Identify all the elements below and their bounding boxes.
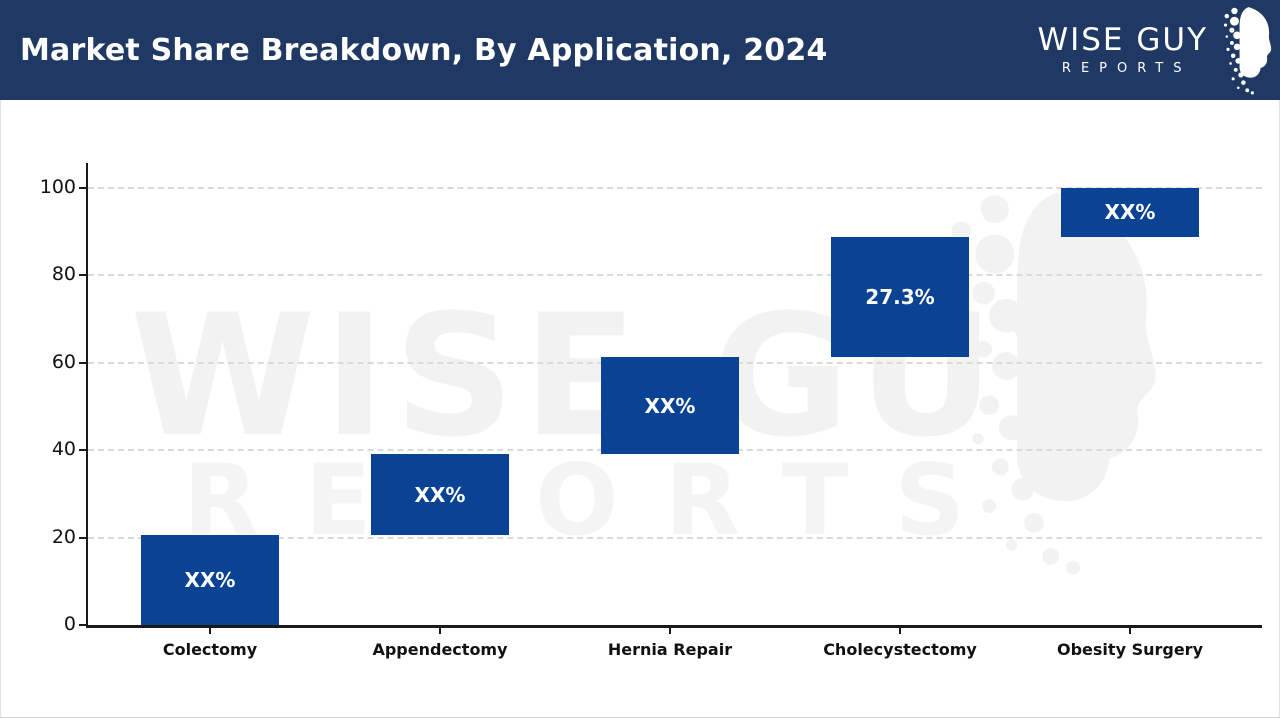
y-tick-100: [79, 186, 87, 189]
bar-value-label: XX%: [414, 482, 466, 507]
bar-appendectomy: XX%: [371, 454, 509, 536]
y-tick-40: [79, 449, 87, 451]
x-category-label-cholecystectomy: Cholecystectomy: [823, 640, 977, 659]
brand-dotted-head-icon: [1223, 7, 1272, 95]
y-tick-label-80: 80: [51, 263, 76, 285]
x-tick-obesity-surgery: [1129, 628, 1131, 634]
x-tick-appendectomy: [439, 628, 441, 634]
x-axis-line: [86, 625, 1262, 628]
bar-hernia-repair: XX%: [601, 356, 739, 455]
brand-logo-text: WISE GUY REPORTS: [1037, 21, 1208, 76]
gridline-100: [88, 186, 1262, 189]
x-tick-hernia-repair: [669, 628, 671, 634]
y-tick-label-100: 100: [39, 175, 76, 198]
watermark-text-secondary: REPORTS: [183, 444, 1012, 558]
bar-value-label: 27.3%: [865, 285, 935, 310]
bar-value-label: XX%: [1104, 200, 1156, 225]
y-tick-80: [79, 274, 87, 276]
x-category-label-colectomy: Colectomy: [162, 640, 258, 659]
y-tick-60: [79, 361, 87, 364]
y-tick-label-20: 20: [51, 525, 76, 548]
gridline-20: [88, 536, 1262, 539]
x-tick-cholecystectomy: [899, 628, 901, 634]
y-tick-label-60: 60: [51, 350, 76, 373]
bar-colectomy: XX%: [141, 535, 279, 625]
brand-logo: WISE GUY REPORTS: [1037, 0, 1276, 100]
frame-border-bottom: [0, 717, 1280, 718]
y-tick-20: [79, 536, 87, 539]
bar-value-label: XX%: [644, 393, 696, 418]
x-category-label-appendectomy: Appendectomy: [372, 640, 508, 659]
x-tick-colectomy: [209, 628, 211, 634]
bar-obesity-surgery: XX%: [1061, 187, 1199, 238]
frame-border-left: [0, 100, 1, 718]
bar-cholecystectomy: 27.3%: [831, 237, 969, 357]
bar-value-label: XX%: [184, 568, 236, 593]
page-title: Market Share Breakdown, By Application, …: [20, 32, 828, 68]
y-axis-line: [86, 163, 88, 628]
brand-logo-subtitle: REPORTS: [1061, 60, 1192, 76]
y-tick-label-0: 0: [63, 613, 76, 635]
x-category-label-obesity-surgery: Obesity Surgery: [1057, 640, 1203, 659]
gridline-80: [88, 274, 1262, 276]
y-tick-0: [79, 624, 87, 626]
header-bar: Market Share Breakdown, By Application, …: [0, 0, 1280, 100]
y-tick-label-40: 40: [51, 438, 76, 460]
brand-logo-name: WISE GUY: [1037, 21, 1208, 58]
x-category-label-hernia-repair: Hernia Repair: [607, 640, 733, 659]
